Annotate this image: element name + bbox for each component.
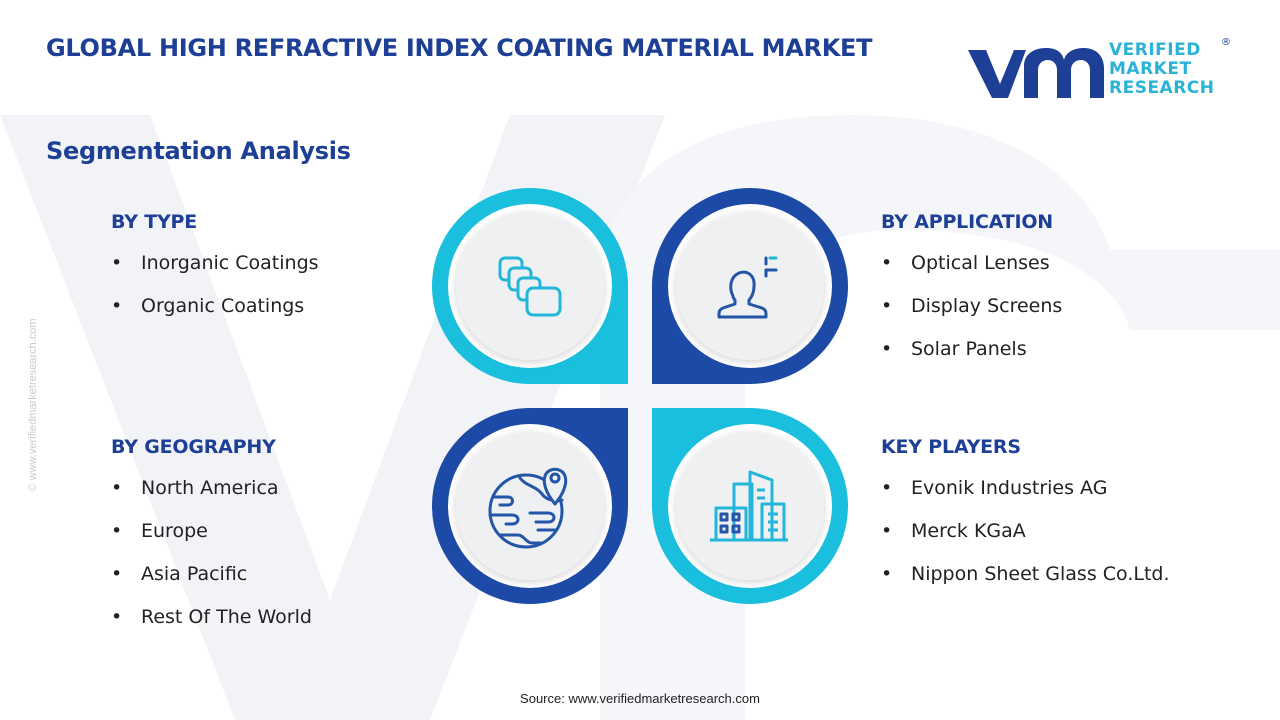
vmr-logo: [968, 48, 1104, 98]
segment-heading: BY GEOGRAPHY: [111, 436, 276, 458]
list-item: Inorganic Coatings: [111, 252, 319, 295]
list-item: Optical Lenses: [881, 252, 1062, 295]
list-item: Display Screens: [881, 295, 1062, 338]
list-item: Merck KGaA: [881, 520, 1170, 563]
registered-mark: ®: [1221, 37, 1231, 48]
petal-by-application: [652, 188, 848, 384]
user-target-icon: [717, 256, 778, 319]
logo-line-1: VERIFIED: [1109, 40, 1201, 60]
list-item: Organic Coatings: [111, 295, 319, 338]
segment-by-type: BY TYPE Inorganic Coatings Organic Coati…: [111, 211, 319, 338]
segment-key-players: KEY PLAYERS Evonik Industries AG Merck K…: [881, 436, 1170, 606]
source-footer: Source: www.verifiedmarketresearch.com: [0, 691, 1280, 706]
list-item: Asia Pacific: [111, 563, 312, 606]
list-item: Evonik Industries AG: [881, 477, 1170, 520]
list-item: North America: [111, 477, 312, 520]
list-item: Nippon Sheet Glass Co.Ltd.: [881, 563, 1170, 606]
page-title: GLOBAL HIGH REFRACTIVE INDEX COATING MAT…: [46, 34, 873, 62]
petal-by-geography: [432, 408, 628, 604]
segment-by-geography: BY GEOGRAPHY North America Europe Asia P…: [111, 436, 312, 649]
logo-line-3: RESEARCH: [1109, 78, 1215, 98]
list-item: Solar Panels: [881, 338, 1062, 381]
segment-heading: BY TYPE: [111, 211, 198, 233]
logo-line-2: MARKET: [1109, 59, 1192, 79]
source-label: Source:: [520, 691, 565, 706]
list-item: Rest Of The World: [111, 606, 312, 649]
segment-heading: BY APPLICATION: [881, 211, 1054, 233]
segment-heading: KEY PLAYERS: [881, 436, 1021, 458]
globe-location-icon: [488, 467, 568, 549]
segment-by-application: BY APPLICATION Optical Lenses Display Sc…: [881, 211, 1062, 381]
stacked-layers-icon: [498, 256, 562, 317]
logo-wordmark: VERIFIED MARKET RESEARCH: [1109, 41, 1215, 98]
list-item: Europe: [111, 520, 312, 563]
city-buildings-icon: [710, 470, 788, 542]
section-subtitle: Segmentation Analysis: [46, 137, 351, 165]
source-url: www.verifiedmarketresearch.com: [568, 691, 760, 706]
